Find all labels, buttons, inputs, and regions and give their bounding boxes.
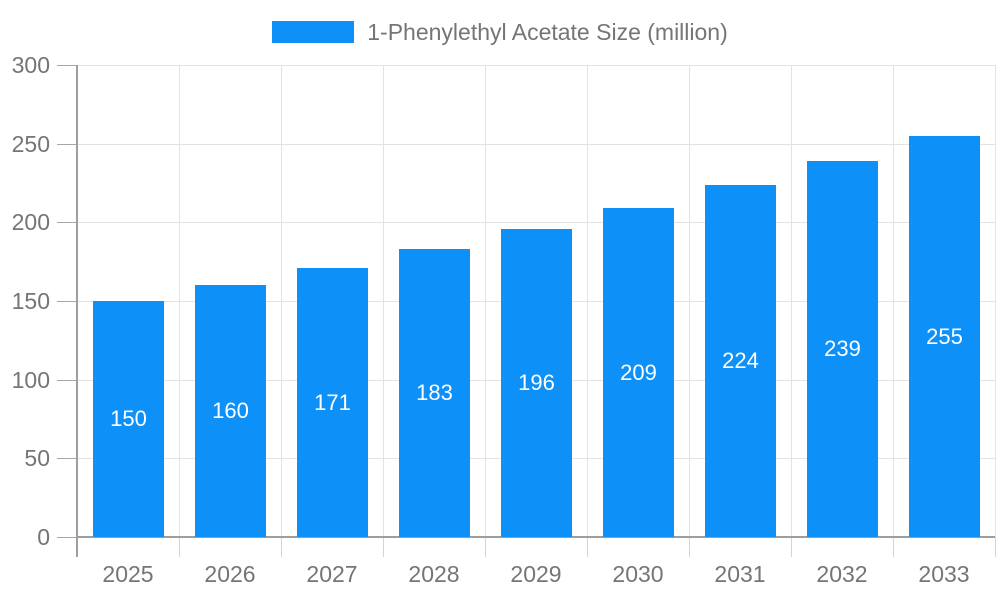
x-tick-mark — [485, 537, 486, 557]
bar: 239 — [807, 161, 878, 537]
x-tick-label: 2031 — [714, 561, 766, 587]
h-gridline — [77, 144, 995, 145]
bar-value-label: 150 — [110, 406, 147, 431]
y-tick-mark — [57, 144, 77, 145]
v-gridline — [485, 65, 486, 537]
bar-value-label: 160 — [212, 398, 249, 423]
legend-swatch — [272, 21, 355, 43]
y-tick-label: 250 — [11, 131, 50, 157]
bar: 224 — [705, 185, 776, 537]
v-gridline — [689, 65, 690, 537]
x-tick-label: 2032 — [816, 561, 868, 587]
v-gridline — [383, 65, 384, 537]
x-tick-mark — [281, 537, 282, 557]
h-gridline — [77, 222, 995, 223]
x-tick-mark — [587, 537, 588, 557]
y-axis-line — [76, 65, 78, 557]
x-tick-mark — [893, 537, 894, 557]
v-gridline — [281, 65, 282, 537]
y-tick-label: 200 — [11, 209, 50, 235]
x-tick-label: 2028 — [408, 561, 460, 587]
x-axis-line — [77, 536, 995, 538]
v-gridline — [587, 65, 588, 537]
bar: 196 — [501, 229, 572, 537]
y-tick-mark — [57, 301, 77, 302]
y-tick-mark — [57, 458, 77, 459]
legend-label: 1-Phenylethyl Acetate Size (million) — [367, 19, 728, 45]
y-tick-mark — [57, 380, 77, 381]
bar: 150 — [93, 301, 164, 537]
chart-legend[interactable]: 1-Phenylethyl Acetate Size (million) — [0, 18, 1000, 46]
x-tick-label: 2026 — [204, 561, 256, 587]
y-tick-mark — [57, 65, 77, 66]
bar: 209 — [603, 208, 674, 537]
x-tick-mark — [689, 537, 690, 557]
x-tick-mark — [995, 537, 996, 557]
x-tick-mark — [791, 537, 792, 557]
x-tick-label: 2029 — [510, 561, 562, 587]
v-gridline — [179, 65, 180, 537]
bar: 160 — [195, 285, 266, 537]
bar: 171 — [297, 268, 368, 537]
y-tick-label: 300 — [11, 52, 50, 78]
bar-value-label: 183 — [416, 380, 453, 405]
y-tick-mark — [57, 537, 77, 538]
x-tick-mark — [383, 537, 384, 557]
bar: 255 — [909, 136, 980, 537]
bar-value-label: 171 — [314, 389, 351, 415]
x-tick-label: 2027 — [306, 561, 358, 587]
bar-value-label: 255 — [926, 323, 963, 349]
v-gridline — [995, 65, 996, 537]
bar: 183 — [399, 249, 470, 537]
v-gridline — [893, 65, 894, 537]
bar-value-label: 209 — [620, 359, 657, 385]
x-tick-label: 2033 — [918, 561, 970, 587]
y-tick-label: 100 — [11, 367, 50, 393]
v-gridline — [791, 65, 792, 537]
bar-value-label: 224 — [722, 348, 759, 373]
x-tick-label: 2025 — [102, 561, 154, 587]
y-tick-mark — [57, 222, 77, 223]
y-tick-label: 150 — [11, 288, 50, 314]
bar-value-label: 239 — [824, 336, 861, 361]
bar-value-label: 196 — [518, 370, 555, 395]
y-tick-label: 50 — [24, 445, 50, 471]
y-tick-label: 0 — [37, 524, 50, 550]
h-gridline — [77, 65, 995, 66]
x-tick-mark — [179, 537, 180, 557]
x-tick-label: 2030 — [612, 561, 664, 587]
